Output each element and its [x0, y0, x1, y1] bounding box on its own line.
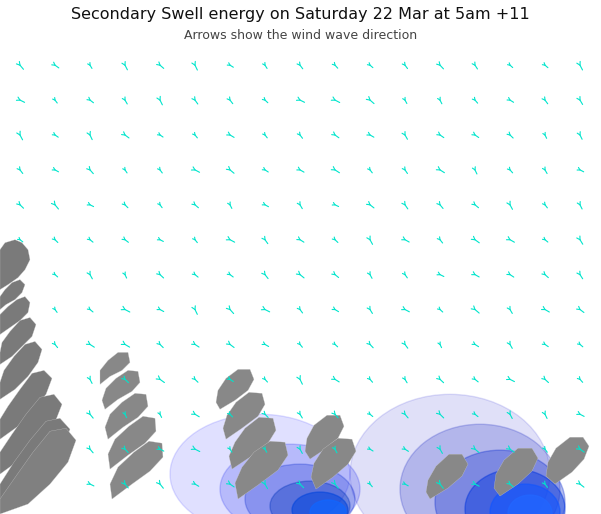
Polygon shape: [102, 371, 140, 409]
Polygon shape: [546, 437, 589, 484]
Ellipse shape: [310, 500, 346, 514]
Polygon shape: [426, 454, 468, 499]
Ellipse shape: [170, 414, 350, 514]
Text: Secondary Swell energy on Saturday 22 Mar at 5am +11: Secondary Swell energy on Saturday 22 Ma…: [71, 7, 530, 22]
Polygon shape: [0, 341, 42, 399]
Polygon shape: [0, 297, 30, 335]
Polygon shape: [110, 441, 163, 499]
Ellipse shape: [400, 424, 560, 514]
Ellipse shape: [508, 495, 552, 514]
Polygon shape: [0, 394, 62, 474]
Ellipse shape: [490, 484, 560, 514]
Polygon shape: [229, 417, 276, 469]
Ellipse shape: [270, 481, 350, 514]
Ellipse shape: [465, 469, 565, 514]
Polygon shape: [305, 415, 344, 459]
Polygon shape: [108, 416, 156, 469]
Ellipse shape: [350, 394, 550, 514]
Ellipse shape: [220, 444, 360, 514]
Ellipse shape: [292, 492, 348, 514]
Polygon shape: [0, 428, 76, 514]
Polygon shape: [100, 353, 130, 384]
Text: Arrows show the wind wave direction: Arrows show the wind wave direction: [184, 29, 417, 42]
Polygon shape: [494, 448, 538, 496]
Polygon shape: [0, 318, 36, 364]
Polygon shape: [223, 392, 265, 439]
Polygon shape: [105, 393, 148, 439]
Polygon shape: [311, 438, 356, 489]
Polygon shape: [0, 371, 52, 439]
Ellipse shape: [435, 450, 565, 514]
Polygon shape: [0, 280, 25, 309]
Polygon shape: [0, 418, 70, 506]
Polygon shape: [235, 441, 288, 499]
Polygon shape: [216, 370, 254, 409]
Ellipse shape: [245, 464, 355, 514]
Polygon shape: [0, 240, 30, 289]
